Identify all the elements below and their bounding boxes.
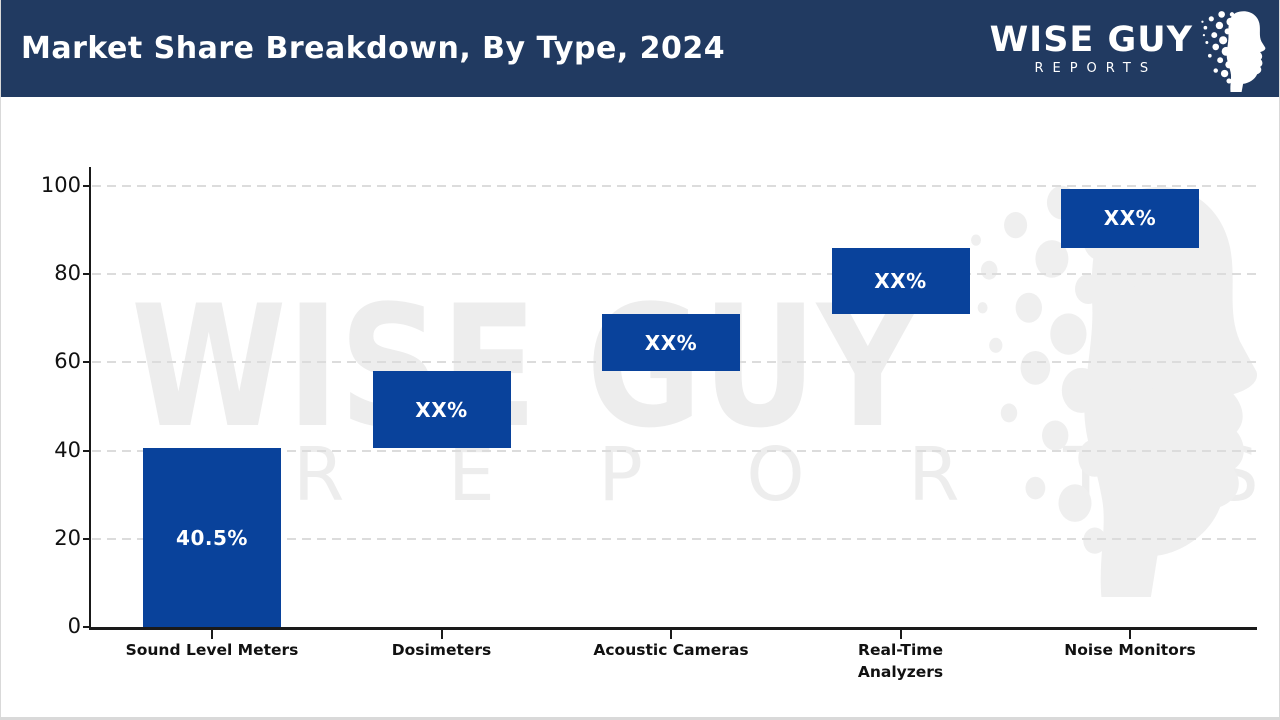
- x-axis-tick: [899, 630, 902, 639]
- y-axis-tick-label: 20: [54, 525, 81, 550]
- wise-guy-logo: WISE GUY REPORTS: [990, 6, 1269, 92]
- waterfall-bar: XX%: [372, 371, 511, 449]
- gridline: [92, 449, 1257, 452]
- y-axis-tick-label: 0: [67, 614, 81, 638]
- x-axis-line: [89, 627, 1257, 630]
- logo-subtitle: REPORTS: [1034, 60, 1158, 76]
- y-axis-tick: [83, 449, 91, 452]
- y-axis-tick: [83, 273, 91, 276]
- x-axis-category-label: Sound Level Meters: [125, 641, 299, 659]
- y-axis-tick-label: 80: [54, 261, 81, 286]
- x-axis-category-label: Noise Monitors: [1064, 641, 1196, 659]
- y-axis-line: [89, 167, 91, 630]
- x-axis-category-label: Dosimeters: [391, 641, 492, 659]
- y-axis-tick-label: 40: [54, 437, 81, 462]
- bar-value-label: XX%: [644, 330, 698, 355]
- bar-value-label: XX%: [1103, 206, 1157, 231]
- x-axis-tick: [670, 630, 672, 639]
- waterfall-bar: XX%: [602, 313, 740, 372]
- header-bar: Market Share Breakdown, By Type, 2024 WI…: [1, 0, 1279, 97]
- y-axis-tick: [83, 361, 91, 364]
- y-axis-tick-label: 60: [54, 349, 81, 374]
- waterfall-bar: 40.5%: [143, 448, 281, 627]
- gridline: [92, 273, 1257, 276]
- bar-value-label: XX%: [415, 397, 468, 422]
- bar-value-label: 40.5%: [176, 525, 248, 550]
- x-axis-category-label: Real-Time Analyzers: [857, 641, 944, 681]
- logo-wordmark: WISE GUY: [989, 19, 1193, 60]
- page-title: Market Share Breakdown, By Type, 2024: [21, 31, 726, 66]
- y-axis-tick: [83, 537, 91, 540]
- dotted-head-profile-icon: [1201, 10, 1266, 92]
- waterfall-bar: XX%: [831, 247, 970, 314]
- x-axis-tick: [211, 630, 213, 639]
- y-axis-tick: [83, 626, 91, 628]
- watermark-wise-guy: WISE GUY: [131, 269, 919, 465]
- y-axis-tick: [83, 185, 91, 187]
- x-axis-tick: [440, 630, 443, 639]
- x-axis-tick: [1129, 630, 1131, 639]
- bar-value-label: XX%: [874, 268, 927, 293]
- gridline: [92, 185, 1257, 187]
- waterfall-bar: XX%: [1061, 189, 1199, 248]
- x-axis-category-label: Acoustic Cameras: [593, 641, 749, 659]
- gridline: [92, 537, 1257, 540]
- y-axis-tick-label: 100: [40, 173, 81, 197]
- logo-text: WISE GUY REPORTS: [989, 19, 1193, 76]
